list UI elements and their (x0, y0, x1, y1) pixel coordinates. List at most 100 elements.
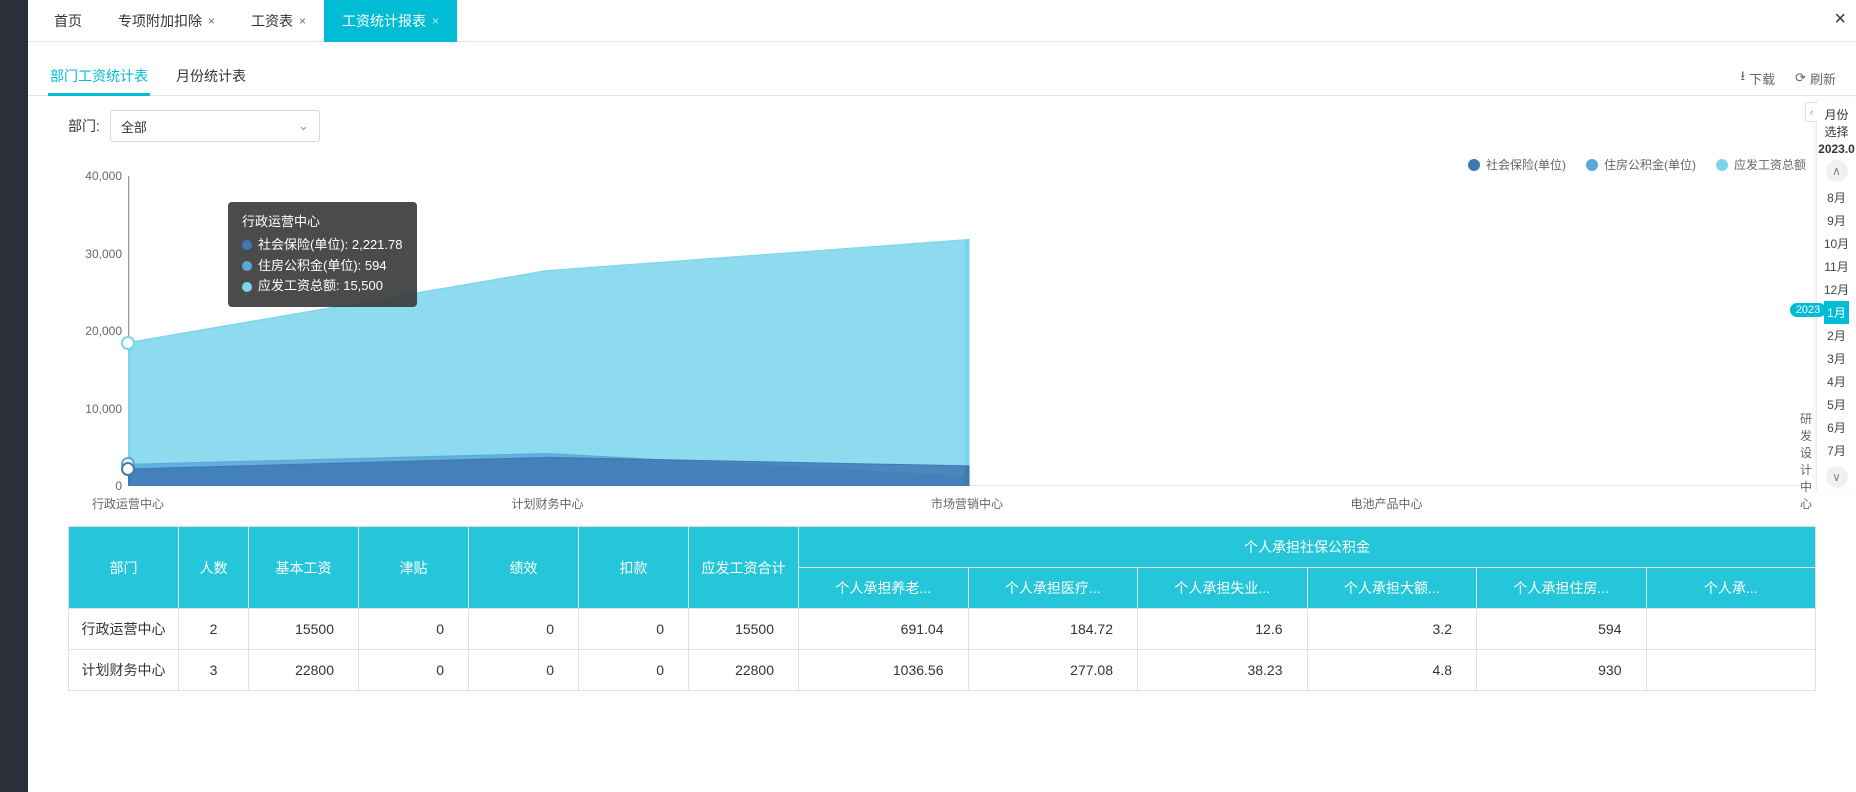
subtab-月份统计表[interactable]: 月份统计表 (174, 60, 248, 96)
tab-close-icon[interactable]: × (208, 14, 215, 28)
cell: 0 (359, 650, 469, 691)
th-个人承担养老...: 个人承担养老... (799, 568, 969, 609)
table-row[interactable]: 计划财务中心322800000228001036.56277.0838.234.… (69, 650, 1816, 691)
top-tab-bar: 首页 专项附加扣除×工资表×工资统计报表× × (28, 0, 1856, 42)
cell: 594 (1477, 609, 1647, 650)
month-option[interactable]: 12月 (1824, 278, 1849, 301)
legend-item[interactable]: 社会保险(单位) (1468, 156, 1566, 173)
cell (1646, 609, 1816, 650)
th-个人承担失业...: 个人承担失业... (1138, 568, 1308, 609)
month-option[interactable]: 1月2023 (1824, 301, 1849, 324)
legend-item[interactable]: 住房公积金(单位) (1586, 156, 1696, 173)
month-up-button[interactable]: ∧ (1826, 160, 1848, 182)
legend-item[interactable]: 应发工资总额 (1716, 156, 1806, 173)
month-panel-year: 2023.0 (1818, 142, 1855, 156)
cell: 184.72 (968, 609, 1138, 650)
cell: 计划财务中心 (69, 650, 179, 691)
month-option[interactable]: 8月 (1824, 186, 1849, 209)
month-down-button[interactable]: ∨ (1826, 466, 1848, 488)
filter-row: 部门: 全部 ⌄ (28, 96, 1856, 148)
cell: 0 (579, 650, 689, 691)
y-tick-label: 20,000 (68, 324, 122, 338)
chart-plot[interactable] (128, 176, 1806, 486)
month-option[interactable]: 4月 (1824, 370, 1849, 393)
x-tick-label: 电池产品中心 (1350, 495, 1422, 512)
close-icon[interactable]: × (1834, 8, 1846, 31)
tab-工资表[interactable]: 工资表 × (233, 0, 324, 42)
legend-label: 住房公积金(单位) (1604, 156, 1696, 173)
tab-close-icon[interactable]: × (299, 14, 306, 28)
month-panel-label: 月份选择 (1817, 104, 1856, 142)
month-option[interactable]: 11月 (1824, 255, 1849, 278)
cell: 1036.56 (799, 650, 969, 691)
cell: 3.2 (1307, 609, 1477, 650)
month-option[interactable]: 5月 (1824, 393, 1849, 416)
th-扣款: 扣款 (579, 527, 689, 609)
y-tick-label: 0 (68, 479, 122, 493)
department-select[interactable]: 全部 ⌄ (110, 110, 320, 142)
cell: 0 (469, 609, 579, 650)
legend-label: 社会保险(单位) (1486, 156, 1566, 173)
subtab-部门工资统计表[interactable]: 部门工资统计表 (48, 60, 150, 96)
month-option[interactable]: 9月 (1824, 209, 1849, 232)
cell: 930 (1477, 650, 1647, 691)
th-绩效: 绩效 (469, 527, 579, 609)
refresh-label: 刷新 (1810, 69, 1836, 88)
legend-swatch (1468, 159, 1480, 171)
month-option[interactable]: 2月 (1824, 324, 1849, 347)
th-应发工资合计: 应发工资合计 (689, 527, 799, 609)
cell: 4.8 (1307, 650, 1477, 691)
cell: 0 (469, 650, 579, 691)
x-tick-label: 计划财务中心 (511, 495, 583, 512)
cell: 2 (179, 609, 249, 650)
cell: 15500 (689, 609, 799, 650)
cell: 691.04 (799, 609, 969, 650)
year-badge: 2023 (1790, 303, 1826, 317)
month-option[interactable]: 10月 (1824, 232, 1849, 255)
tab-工资统计报表[interactable]: 工资统计报表× (324, 0, 457, 42)
month-option[interactable]: 7月 (1824, 439, 1849, 462)
y-tick-label: 40,000 (68, 169, 122, 183)
cell: 12.6 (1138, 609, 1308, 650)
chart-legend: 社会保险(单位) 住房公积金(单位) 应发工资总额 (1468, 156, 1806, 173)
department-select-value: 全部 (121, 117, 147, 136)
th-个人承担住房...: 个人承担住房... (1477, 568, 1647, 609)
table-row[interactable]: 行政运营中心21550000015500691.04184.7212.63.25… (69, 609, 1816, 650)
month-option[interactable]: 6月 (1824, 416, 1849, 439)
chart-marker (121, 336, 135, 350)
th-个人承...: 个人承... (1646, 568, 1816, 609)
download-button[interactable]: ⭳ 下载 (1741, 67, 1776, 89)
tab-专项附加扣除[interactable]: 专项附加扣除 × (100, 0, 233, 42)
legend-swatch (1586, 159, 1598, 171)
y-tick-label: 30,000 (68, 247, 122, 261)
tab-label: 专项附加扣除 (118, 11, 202, 31)
cell: 0 (579, 609, 689, 650)
tab-close-icon[interactable]: × (432, 14, 439, 28)
month-option[interactable]: 3月 (1824, 347, 1849, 370)
th-个人承担大额...: 个人承担大额... (1307, 568, 1477, 609)
legend-label: 应发工资总额 (1734, 156, 1806, 173)
chevron-down-icon: ⌄ (298, 118, 309, 134)
refresh-button[interactable]: ⟳ 刷新 (1795, 67, 1836, 89)
cell: 22800 (689, 650, 799, 691)
cell: 38.23 (1138, 650, 1308, 691)
cell: 0 (359, 609, 469, 650)
tab-label: 工资表 (251, 11, 293, 31)
cell (1646, 650, 1816, 691)
cell: 277.08 (968, 650, 1138, 691)
th-group-personal: 个人承担社保公积金 (799, 527, 1816, 568)
panel-expand-handle[interactable]: ‹ (1805, 102, 1817, 122)
tab-home[interactable]: 首页 (36, 0, 100, 42)
filter-label: 部门: (68, 116, 100, 136)
y-tick-label: 10,000 (68, 402, 122, 416)
left-nav-rail[interactable] (0, 0, 28, 792)
download-icon: ⭳ (1741, 67, 1746, 89)
chart-marker (121, 462, 135, 476)
th-人数: 人数 (179, 527, 249, 609)
sub-tab-bar: 部门工资统计表月份统计表 ⭳ 下载 ⟳ 刷新 (28, 42, 1856, 96)
th-部门: 部门 (69, 527, 179, 609)
download-label: 下载 (1749, 69, 1775, 88)
cell: 15500 (249, 609, 359, 650)
cell: 22800 (249, 650, 359, 691)
salary-chart: 社会保险(单位)住房公积金(单位)应发工资总额 行政运营中心 社会保险(单位):… (68, 156, 1816, 516)
